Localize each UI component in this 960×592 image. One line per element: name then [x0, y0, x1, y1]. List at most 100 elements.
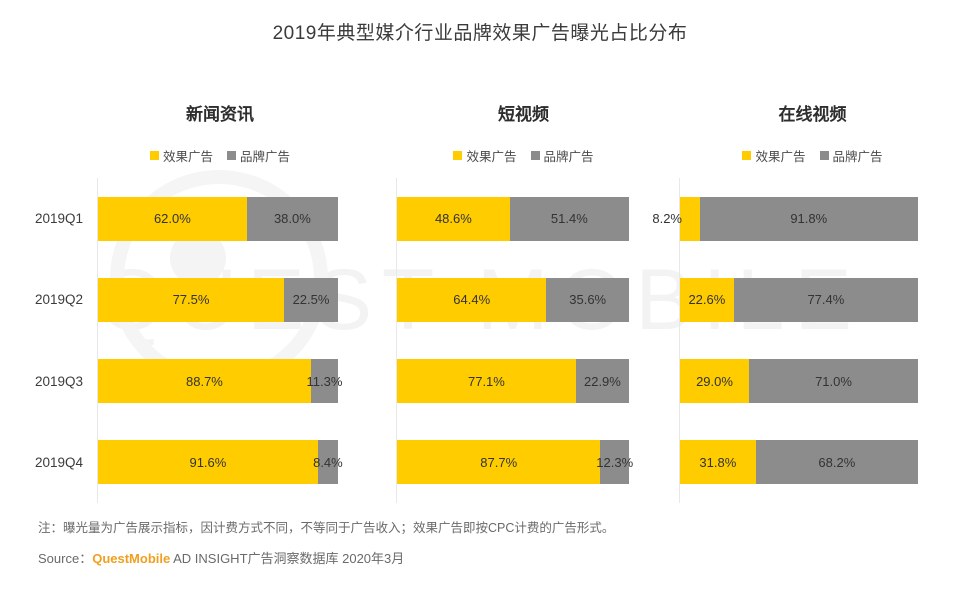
bar-segment-effect[interactable]: 88.7%: [98, 359, 311, 404]
bar-segment-effect[interactable]: 31.8%: [680, 440, 756, 485]
axis-row: 2019Q3: [0, 341, 97, 422]
y-axis-tick-label: 2019Q3: [34, 373, 83, 389]
stacked-bar[interactable]: 64.4% 35.6%: [397, 277, 629, 322]
table-row: 8.2% 91.8%: [652, 178, 960, 259]
bar-value-label: 35.6%: [569, 292, 607, 308]
stacked-bar[interactable]: 31.8% 68.2%: [680, 440, 918, 485]
bar-segment-brand[interactable]: 22.5%: [284, 277, 338, 322]
stacked-bar[interactable]: 48.6% 51.4%: [397, 196, 629, 241]
bar-segment-brand[interactable]: 12.3%: [596, 440, 633, 485]
plot-area: 8.2% 91.8% 22.6% 77.4% 29.0% 71.0% 31.8% 68.2%: [652, 178, 960, 503]
panel-title: 短视频: [498, 105, 549, 124]
legend-item-brand[interactable]: 品牌广告: [227, 146, 290, 165]
bar-value-label: 77.4%: [807, 292, 845, 308]
bar-segment-brand[interactable]: 38.0%: [246, 196, 338, 241]
legend-label: 品牌广告: [543, 149, 594, 164]
y-axis-tick-label: 2019Q4: [34, 454, 83, 470]
legend-label: 效果广告: [466, 149, 517, 164]
legend-swatch-icon: [149, 150, 159, 160]
legend-item-brand[interactable]: 品牌广告: [530, 146, 594, 165]
stacked-bar[interactable]: 22.6% 77.4%: [680, 277, 918, 322]
legend-label: 效果广告: [755, 149, 806, 164]
bar-value-label: 91.6%: [189, 454, 227, 470]
bars-container: 62.0% 38.0% 77.5% 22.5% 88.7% 11.3% 91.6% 8.4%: [97, 178, 382, 503]
stacked-bar[interactable]: 77.1% 22.9%: [397, 359, 629, 404]
bar-value-label: 22.6%: [688, 292, 726, 308]
axis-row: 2019Q4: [0, 422, 97, 503]
table-row: 64.4% 35.6%: [397, 259, 665, 340]
bar-segment-brand[interactable]: 22.9%: [575, 359, 629, 404]
axis-row: [665, 341, 679, 422]
bar-segment-effect[interactable]: 8.2%: [652, 196, 700, 241]
bar-segment-brand[interactable]: 35.6%: [546, 277, 629, 322]
bar-segment-effect[interactable]: 48.6%: [397, 196, 510, 241]
legend-item-effect[interactable]: 效果广告: [453, 146, 517, 165]
stacked-bar[interactable]: 62.0% 38.0%: [98, 196, 338, 241]
legend-swatch-icon: [742, 150, 752, 160]
legend-item-brand[interactable]: 品牌广告: [819, 146, 883, 165]
bar-segment-brand[interactable]: 11.3%: [306, 359, 342, 404]
legend: 效果广告 品牌广告: [665, 142, 960, 168]
plot-area: 48.6% 51.4% 64.4% 35.6% 77.1% 22.9% 87.7% 12.3%: [382, 178, 665, 503]
y-axis-tick-label: 2019Q1: [34, 211, 83, 227]
bar-segment-brand[interactable]: 51.4%: [509, 196, 629, 241]
chart-panels: 新闻资讯 效果广告 品牌广告 2019Q1 2019Q2 2019Q3 2019Q4 62.0…: [0, 98, 960, 503]
bar-segment-effect[interactable]: 87.7%: [397, 440, 601, 485]
table-row: 31.8% 68.2%: [680, 422, 960, 503]
table-row: 87.7% 12.3%: [397, 422, 665, 503]
bar-segment-brand[interactable]: 68.2%: [755, 440, 918, 485]
axis-row: [382, 178, 396, 259]
axis-row: [382, 259, 396, 340]
bar-value-label: 68.2%: [818, 454, 856, 470]
bar-segment-effect[interactable]: 91.6%: [98, 440, 318, 485]
legend-swatch-icon: [227, 150, 236, 160]
legend: 效果广告 品牌广告: [382, 142, 665, 168]
legend-item-effect[interactable]: 效果广告: [149, 146, 213, 165]
bar-value-label: 71.0%: [815, 373, 852, 389]
stacked-bar[interactable]: 91.6% 8.4%: [98, 440, 343, 485]
legend-swatch-icon: [453, 150, 463, 160]
y-axis-labels: 2019Q1 2019Q2 2019Q3 2019Q4: [0, 178, 97, 503]
axis-row: [665, 259, 679, 340]
bar-segment-effect[interactable]: 77.1%: [397, 359, 576, 404]
bar-value-label: 77.1%: [467, 373, 505, 389]
stacked-bar[interactable]: 8.2% 91.8%: [652, 196, 918, 241]
bar-value-label: 12.3%: [596, 454, 634, 470]
bar-value-label: 11.3%: [306, 373, 343, 389]
table-row: 77.1% 22.9%: [397, 341, 665, 422]
stacked-bar[interactable]: 87.7% 12.3%: [397, 440, 633, 485]
legend-swatch-icon: [530, 150, 540, 160]
source-brand: QuestMobile: [92, 551, 171, 566]
bar-value-label: 22.9%: [583, 373, 621, 389]
stacked-bar[interactable]: 77.5% 22.5%: [98, 277, 338, 322]
bar-segment-brand[interactable]: 71.0%: [749, 359, 918, 404]
table-row: 77.5% 22.5%: [98, 259, 382, 340]
source-rest: AD INSIGHT广告洞察数据库 2020年3月: [170, 551, 405, 566]
bar-segment-effect[interactable]: 22.6%: [680, 277, 734, 322]
bar-value-label: 77.5%: [172, 292, 210, 308]
axis-row: [665, 422, 679, 503]
bar-value-label: 91.8%: [790, 211, 828, 227]
bar-segment-effect[interactable]: 29.0%: [680, 359, 750, 404]
legend-item-effect[interactable]: 效果广告: [742, 146, 806, 165]
stacked-bar[interactable]: 88.7% 11.3%: [98, 359, 342, 404]
bar-value-label: 48.6%: [434, 211, 472, 227]
axis-row: [382, 341, 396, 422]
page-title: 2019年典型媒介行业品牌效果广告曝光占比分布: [272, 23, 688, 44]
bar-value-label: 88.7%: [186, 373, 223, 389]
bar-segment-effect[interactable]: 62.0%: [98, 196, 247, 241]
table-row: 91.6% 8.4%: [98, 422, 382, 503]
panel-title: 新闻资讯: [186, 105, 254, 124]
bar-segment-effect[interactable]: 77.5%: [98, 277, 284, 322]
table-row: 88.7% 11.3%: [98, 341, 382, 422]
bar-value-label: 8.2%: [652, 211, 682, 227]
bar-segment-brand[interactable]: 8.4%: [313, 440, 343, 485]
stacked-bar[interactable]: 29.0% 71.0%: [680, 359, 918, 404]
bar-segment-brand[interactable]: 91.8%: [699, 196, 918, 241]
bar-segment-effect[interactable]: 64.4%: [397, 277, 547, 322]
bar-value-label: 8.4%: [313, 454, 343, 470]
source-prefix: Source：: [38, 551, 93, 566]
bar-segment-brand[interactable]: 77.4%: [733, 277, 918, 322]
y-axis-labels: [665, 178, 679, 503]
bar-value-label: 38.0%: [273, 211, 311, 227]
